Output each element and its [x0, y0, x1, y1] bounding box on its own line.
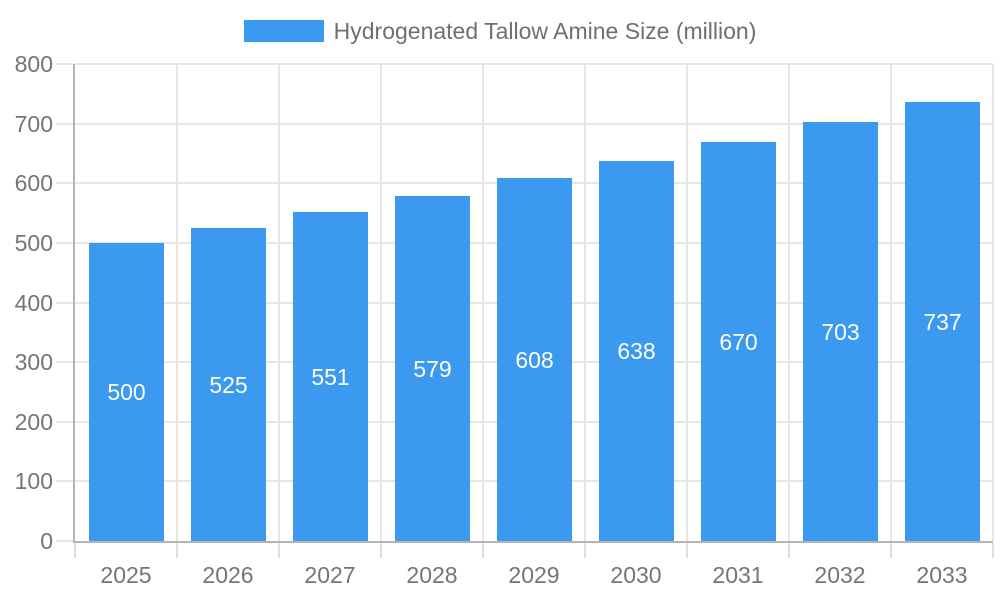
x-axis-tick: [482, 543, 484, 558]
bar: 579: [395, 196, 470, 541]
x-axis-tick: [74, 543, 76, 558]
y-tick-label: 600: [14, 170, 53, 196]
bar-value-label: 525: [209, 371, 248, 398]
v-gridline: [380, 64, 382, 541]
bar: 525: [191, 228, 266, 541]
y-axis-tick: [56, 361, 73, 363]
y-axis-tick: [56, 302, 73, 304]
bar-value-label: 579: [413, 355, 452, 382]
x-axis-tick: [788, 543, 790, 558]
y-tick-label: 300: [14, 349, 53, 375]
v-gridline: [686, 64, 688, 541]
x-tick-label: 2029: [508, 562, 560, 588]
x-axis-tick: [278, 543, 280, 558]
x-axis-tick: [176, 543, 178, 558]
v-gridline: [992, 64, 994, 541]
y-tick-label: 0: [40, 528, 53, 554]
v-gridline: [482, 64, 484, 541]
legend-swatch: [243, 20, 324, 42]
bar-value-label: 703: [821, 318, 860, 345]
y-axis-tick: [56, 480, 73, 482]
y-axis-tick: [56, 421, 73, 423]
y-tick-label: 700: [14, 111, 53, 137]
bar: 608: [497, 178, 572, 541]
v-gridline: [890, 64, 892, 541]
y-axis-tick: [56, 63, 73, 65]
bar: 737: [905, 102, 980, 541]
x-tick-label: 2027: [304, 562, 356, 588]
x-axis-tick: [890, 543, 892, 558]
bar-value-label: 638: [617, 338, 656, 364]
bar: 670: [701, 142, 776, 541]
y-tick-label: 800: [14, 51, 53, 77]
y-tick-label: 500: [14, 230, 53, 256]
bar-value-label: 608: [515, 346, 554, 373]
y-axis-tick: [56, 123, 73, 125]
x-tick-label: 2026: [202, 562, 254, 588]
bar-value-label: 500: [107, 379, 146, 405]
bar: 551: [293, 212, 368, 541]
v-gridline: [788, 64, 790, 541]
bar-value-label: 551: [311, 363, 350, 390]
plot-area: 0 100 200 300 400 500 600 700 800 500 2025 525 2026 5…: [15, 51, 994, 588]
legend[interactable]: Hydrogenated Tallow Amine Size (million): [0, 16, 1000, 46]
legend-label: Hydrogenated Tallow Amine Size (million): [333, 17, 757, 44]
y-axis-tick: [56, 540, 73, 542]
y-tick-label: 200: [14, 409, 53, 435]
bar: 500: [89, 243, 164, 541]
x-axis-tick: [992, 543, 994, 558]
x-tick-label: 2028: [406, 562, 458, 588]
bar: 703: [803, 122, 878, 541]
h-gridline: [75, 123, 993, 125]
y-tick-label: 100: [14, 468, 53, 494]
x-axis-tick: [686, 543, 688, 558]
x-tick-label: 2025: [100, 562, 152, 588]
y-tick-label: 400: [14, 290, 53, 316]
y-axis-tick: [56, 242, 73, 244]
x-tick-label: 2033: [916, 562, 968, 588]
x-tick-label: 2031: [712, 562, 764, 588]
bar-value-label: 670: [719, 328, 758, 355]
x-tick-label: 2030: [610, 562, 662, 588]
x-axis-tick: [584, 543, 586, 558]
x-axis-tick: [380, 543, 382, 558]
v-gridline: [176, 64, 178, 541]
h-gridline: [75, 63, 993, 65]
x-tick-label: 2032: [814, 562, 866, 588]
bar: 638: [599, 161, 674, 541]
v-gridline: [584, 64, 586, 541]
y-axis-tick: [56, 182, 73, 184]
v-gridline: [278, 64, 280, 541]
bar-value-label: 737: [923, 308, 962, 335]
